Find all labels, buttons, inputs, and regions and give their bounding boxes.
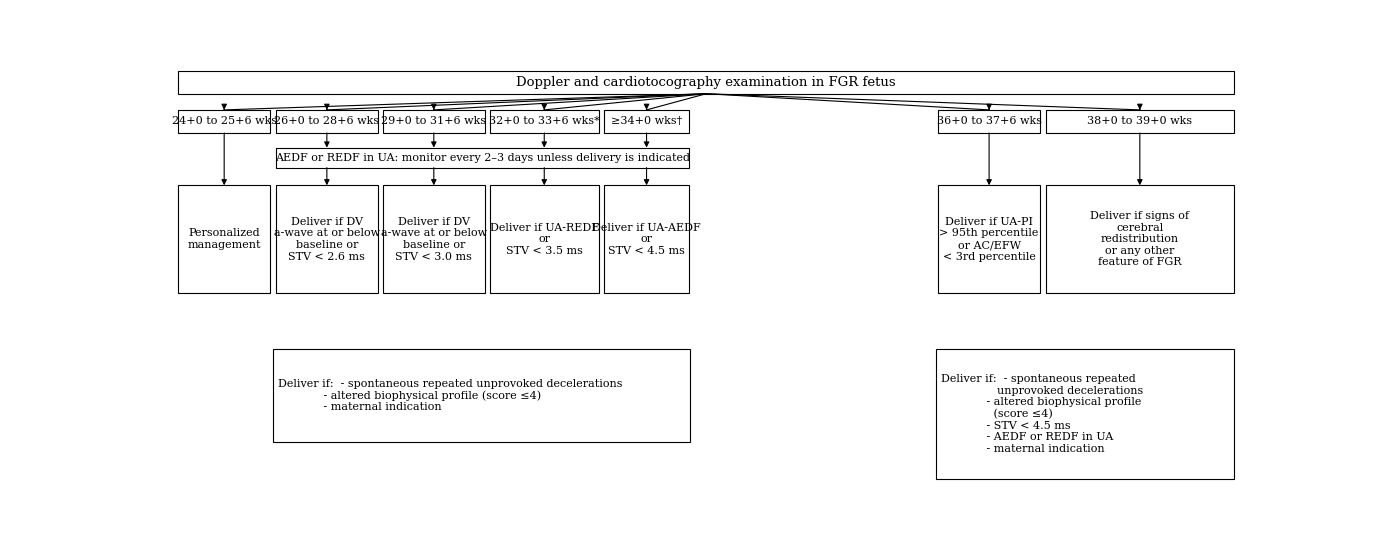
Text: AEDF or REDF in UA: monitor every 2–3 days unless delivery is indicated: AEDF or REDF in UA: monitor every 2–3 da… xyxy=(276,153,690,163)
FancyBboxPatch shape xyxy=(1046,110,1235,133)
Text: 38+0 to 39+0 wks: 38+0 to 39+0 wks xyxy=(1087,117,1192,126)
FancyBboxPatch shape xyxy=(383,110,485,133)
FancyBboxPatch shape xyxy=(273,349,690,442)
Text: Deliver if signs of
cerebral
redistribution
or any other
feature of FGR: Deliver if signs of cerebral redistribut… xyxy=(1090,211,1189,267)
Text: 36+0 to 37+6 wks: 36+0 to 37+6 wks xyxy=(937,117,1042,126)
Text: ≥34+0 wks†: ≥34+0 wks† xyxy=(610,117,682,126)
Text: Deliver if UA-AEDF
or
STV < 4.5 ms: Deliver if UA-AEDF or STV < 4.5 ms xyxy=(593,223,701,256)
FancyBboxPatch shape xyxy=(276,147,689,168)
FancyBboxPatch shape xyxy=(178,185,270,293)
Text: 24+0 to 25+6 wks: 24+0 to 25+6 wks xyxy=(172,117,277,126)
Text: Deliver if UA-PI
> 95th percentile
or AC/EFW
< 3rd percentile: Deliver if UA-PI > 95th percentile or AC… xyxy=(940,217,1039,262)
Text: 26+0 to 28+6 wks: 26+0 to 28+6 wks xyxy=(274,117,379,126)
FancyBboxPatch shape xyxy=(178,110,270,133)
FancyBboxPatch shape xyxy=(938,185,1040,293)
FancyBboxPatch shape xyxy=(491,110,598,133)
FancyBboxPatch shape xyxy=(938,110,1040,133)
FancyBboxPatch shape xyxy=(276,185,378,293)
Text: Personalized
management: Personalized management xyxy=(187,228,260,250)
Text: Deliver if UA-REDF
or
STV < 3.5 ms: Deliver if UA-REDF or STV < 3.5 ms xyxy=(489,223,599,256)
Text: 29+0 to 31+6 wks: 29+0 to 31+6 wks xyxy=(382,117,486,126)
FancyBboxPatch shape xyxy=(1046,185,1235,293)
FancyBboxPatch shape xyxy=(604,185,689,293)
Text: Deliver if:  - spontaneous repeated
                unprovoked decelerations
   : Deliver if: - spontaneous repeated unpro… xyxy=(941,374,1144,454)
Text: Deliver if DV
a-wave at or below
baseline or
STV < 2.6 ms: Deliver if DV a-wave at or below baselin… xyxy=(274,217,380,262)
Text: Doppler and cardiotocography examination in FGR fetus: Doppler and cardiotocography examination… xyxy=(517,76,896,89)
Text: Deliver if:  - spontaneous repeated unprovoked decelerations
             - alte: Deliver if: - spontaneous repeated unpro… xyxy=(277,378,621,412)
FancyBboxPatch shape xyxy=(276,110,378,133)
FancyBboxPatch shape xyxy=(383,185,485,293)
Text: 32+0 to 33+6 wks*: 32+0 to 33+6 wks* xyxy=(489,117,599,126)
FancyBboxPatch shape xyxy=(491,185,598,293)
FancyBboxPatch shape xyxy=(178,70,1235,94)
FancyBboxPatch shape xyxy=(937,349,1235,478)
FancyBboxPatch shape xyxy=(604,110,689,133)
Text: Deliver if DV
a-wave at or below
baseline or
STV < 3.0 ms: Deliver if DV a-wave at or below baselin… xyxy=(380,217,486,262)
